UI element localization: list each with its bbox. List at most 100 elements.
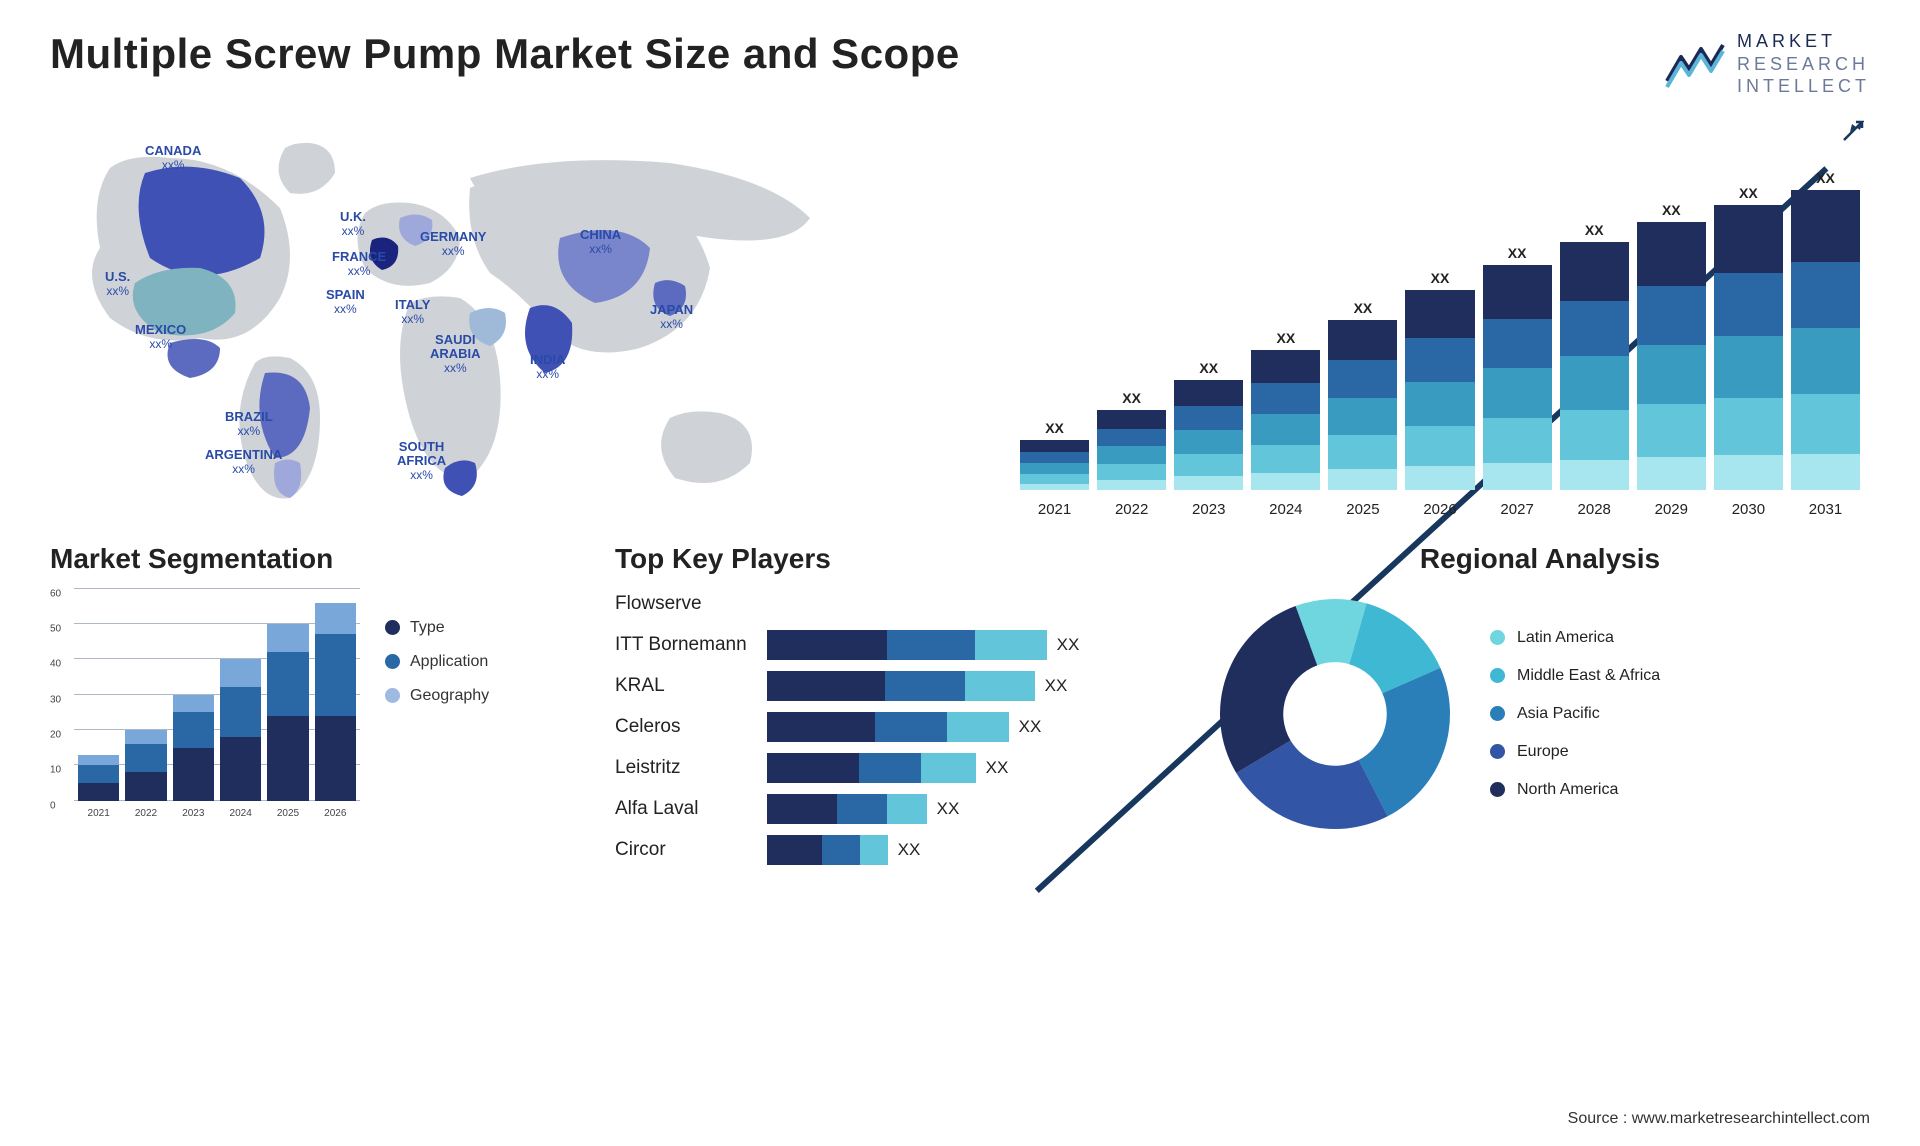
seg-bar	[78, 755, 119, 801]
country-label: CANADAxx%	[145, 144, 201, 173]
legend-item: Latin America	[1490, 629, 1660, 647]
donut-slice	[1220, 605, 1317, 772]
key-player-name: Circor	[615, 835, 747, 865]
legend-label: Geography	[410, 687, 489, 705]
growth-xaxis-label: 2023	[1174, 501, 1243, 518]
growth-bar-segment	[1020, 452, 1089, 463]
key-player-bar-row: XX	[767, 671, 1165, 701]
key-player-bar-segment	[965, 671, 1035, 701]
growth-bar-segment	[1714, 273, 1783, 336]
growth-bar: XX	[1560, 222, 1629, 490]
legend-dot-icon	[1490, 744, 1505, 759]
country-label: INDIAxx%	[530, 353, 565, 382]
seg-bar-segment	[315, 634, 356, 715]
seg-bar-segment	[315, 716, 356, 801]
growth-bar-segment	[1483, 265, 1552, 319]
growth-bar: XX	[1791, 170, 1860, 490]
growth-bar: XX	[1020, 420, 1089, 490]
legend-label: Type	[410, 619, 445, 637]
growth-bar-segment	[1097, 480, 1166, 490]
growth-bar-segment	[1097, 464, 1166, 480]
growth-bar-label: XX	[1354, 300, 1373, 316]
growth-bar-segment	[1637, 286, 1706, 345]
growth-bar-segment	[1714, 455, 1783, 489]
key-player-bar	[767, 794, 927, 824]
key-players-title: Top Key Players	[615, 543, 1165, 575]
key-player-name: Leistritz	[615, 753, 747, 783]
growth-bar-label: XX	[1739, 185, 1758, 201]
growth-bar-segment	[1560, 410, 1629, 460]
seg-ytick: 20	[50, 729, 61, 740]
key-player-bar-row: XX	[767, 712, 1165, 742]
country-label: ITALYxx%	[395, 298, 430, 327]
growth-bar-segment	[1791, 262, 1860, 328]
legend-item: Type	[385, 619, 489, 637]
seg-bar	[315, 603, 356, 801]
legend-item: Europe	[1490, 743, 1660, 761]
segmentation-title: Market Segmentation	[50, 543, 570, 575]
key-player-bar-segment	[767, 671, 885, 701]
legend-label: Latin America	[1517, 629, 1614, 647]
country-label: ARGENTINAxx%	[205, 448, 282, 477]
country-label: FRANCExx%	[332, 250, 386, 279]
growth-bar-segment	[1328, 360, 1397, 397]
seg-bar-segment	[125, 772, 166, 800]
growth-bar-label: XX	[1508, 245, 1527, 261]
growth-bar-segment	[1791, 454, 1860, 490]
growth-bar-segment	[1405, 338, 1474, 382]
growth-xaxis-label: 2021	[1020, 501, 1089, 518]
country-label: JAPANxx%	[650, 303, 693, 332]
key-player-bar-segment	[859, 753, 921, 783]
growth-bar-segment	[1097, 410, 1166, 429]
seg-ytick: 40	[50, 659, 61, 670]
growth-bar-label: XX	[1816, 170, 1835, 186]
brand-logo: MARKET RESEARCH INTELLECT	[1665, 30, 1870, 98]
key-player-bar-row: XX	[767, 794, 1165, 824]
country-label: SAUDIARABIAxx%	[430, 333, 481, 376]
legend-dot-icon	[385, 620, 400, 635]
legend-dot-icon	[385, 654, 400, 669]
seg-xaxis-label: 2023	[173, 808, 214, 819]
growth-bar: XX	[1637, 202, 1706, 490]
country-label: SOUTHAFRICAxx%	[397, 440, 446, 483]
country-label: CHINAxx%	[580, 228, 621, 257]
seg-bar-segment	[78, 765, 119, 783]
growth-bar-segment	[1174, 406, 1243, 430]
seg-ytick: 60	[50, 588, 61, 599]
seg-bar	[125, 730, 166, 801]
growth-xaxis-label: 2027	[1483, 501, 1552, 518]
segmentation-panel: Market Segmentation 0102030405060 202120…	[50, 543, 570, 865]
growth-bar-segment	[1097, 429, 1166, 447]
growth-bar-segment	[1637, 404, 1706, 458]
logo-icon	[1665, 39, 1725, 89]
growth-xaxis-label: 2030	[1714, 501, 1783, 518]
seg-bar	[220, 659, 261, 800]
key-player-bar-row: XX	[767, 630, 1165, 660]
growth-bar-segment	[1097, 446, 1166, 464]
seg-bar-segment	[78, 783, 119, 801]
logo-text-1: MARKET	[1737, 30, 1870, 53]
seg-bar-segment	[220, 659, 261, 687]
growth-bar: XX	[1483, 245, 1552, 490]
growth-bar-segment	[1251, 445, 1320, 473]
growth-bar-segment	[1251, 383, 1320, 414]
regional-donut-chart	[1210, 589, 1460, 839]
key-player-name: Alfa Laval	[615, 794, 747, 824]
key-player-name: KRAL	[615, 671, 747, 701]
seg-bar-segment	[173, 695, 214, 713]
growth-bar-segment	[1560, 460, 1629, 490]
key-player-bar-segment	[887, 630, 975, 660]
seg-bar-segment	[267, 716, 308, 801]
key-player-bar	[767, 835, 888, 865]
growth-bar-segment	[1637, 222, 1706, 286]
growth-bar-segment	[1328, 398, 1397, 435]
seg-bar-segment	[220, 687, 261, 736]
key-player-value: XX	[1045, 676, 1068, 696]
growth-bar-segment	[1560, 301, 1629, 356]
seg-ytick: 10	[50, 765, 61, 776]
legend-dot-icon	[385, 688, 400, 703]
logo-text-2: RESEARCH	[1737, 53, 1870, 76]
key-player-name: Flowserve	[615, 589, 747, 619]
key-player-bar	[767, 712, 1009, 742]
key-player-value: XX	[1057, 635, 1080, 655]
